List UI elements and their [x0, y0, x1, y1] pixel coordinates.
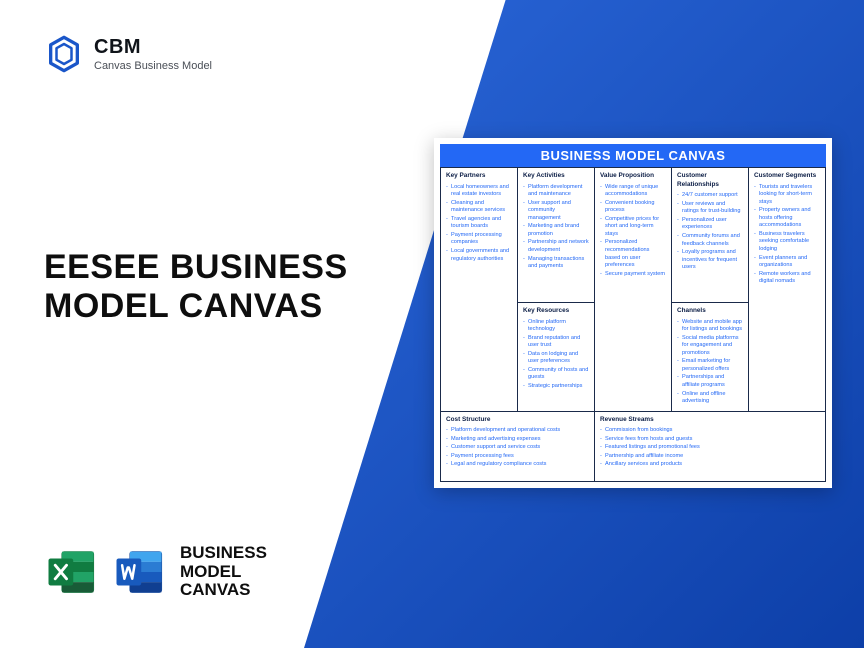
list-item: Website and mobile app for listings and … [677, 319, 743, 334]
list-item: Online and offline advertising [677, 391, 743, 406]
list-item: Customer support and service costs [446, 444, 589, 452]
list-item: Cleaning and maintenance services [446, 200, 512, 215]
list-item: Data on lodging and user preferences [523, 351, 589, 366]
cell-heading: Key Activities [523, 172, 589, 181]
list-item: Strategic partnerships [523, 383, 589, 391]
list-item: Managing transactions and payments [523, 256, 589, 271]
list-item: User reviews and ratings for trust-build… [677, 201, 743, 216]
list-item: User support and community management [523, 200, 589, 223]
excel-icon [44, 545, 98, 599]
cell-customer-relationships: Customer Relationships 24/7 customer sup… [672, 168, 749, 303]
list-item: Travel agencies and tourism boards [446, 216, 512, 231]
cell-value-proposition: Value Proposition Wide range of unique a… [595, 168, 672, 412]
list-item: Wide range of unique accommodations [600, 184, 666, 199]
logo-icon [44, 34, 84, 74]
cell-channels: Channels Website and mobile app for list… [672, 303, 749, 412]
cell-revenue-streams: Revenue Streams Commission from bookings… [595, 412, 826, 482]
cell-key-resources: Key Resources Online platform technology… [518, 303, 595, 412]
list-item: Local homeowners and real estate investo… [446, 184, 512, 199]
list-item: Service fees from hosts and guests [600, 436, 820, 444]
cell-heading: Customer Segments [754, 172, 820, 181]
list-item: Ancillary services and products [600, 461, 820, 469]
list-item: Remote workers and digital nomads [754, 271, 820, 286]
cell-heading: Cost Structure [446, 416, 589, 425]
list-item: Secure payment system [600, 271, 666, 279]
page-title: EESEE BUSINESS MODEL CANVAS [44, 248, 424, 326]
list-item: Platform development and operational cos… [446, 427, 589, 435]
brand-name: CBM [94, 36, 212, 59]
cell-heading: Revenue Streams [600, 416, 820, 425]
list-item: Payment processing companies [446, 232, 512, 247]
list-item: Community forums and feedback channels [677, 233, 743, 248]
list-item: Business travelers seeking comfortable l… [754, 231, 820, 254]
list-item: Marketing and brand promotion [523, 223, 589, 238]
cell-heading: Key Resources [523, 307, 589, 316]
cell-key-partners: Key Partners Local homeowners and real e… [441, 168, 518, 412]
cell-heading: Key Partners [446, 172, 512, 181]
canvas-preview: BUSINESS MODEL CANVAS Key Partners Local… [434, 138, 832, 488]
list-item: Loyalty programs and incentives for freq… [677, 249, 743, 272]
list-item: 24/7 customer support [677, 192, 743, 200]
list-item: Payment processing fees [446, 453, 589, 461]
list-item: Personalized recommendations based on us… [600, 239, 666, 269]
list-item: Convenient booking process [600, 200, 666, 215]
list-item: Featured listings and promotional fees [600, 444, 820, 452]
cell-key-activities: Key Activities Platform development and … [518, 168, 595, 303]
canvas-title: BUSINESS MODEL CANVAS [440, 144, 826, 167]
list-item: Property owners and hosts offering accom… [754, 207, 820, 230]
list-item: Commission from bookings [600, 427, 820, 435]
list-item: Partnership and network development [523, 239, 589, 254]
word-icon [112, 545, 166, 599]
list-item: Marketing and advertising expenses [446, 436, 589, 444]
list-item: Event planners and organizations [754, 255, 820, 270]
list-item: Email marketing for personalized offers [677, 358, 743, 373]
cell-customer-segments: Customer Segments Tourists and travelers… [749, 168, 826, 412]
cell-heading: Channels [677, 307, 743, 316]
canvas-grid: Key Partners Local homeowners and real e… [440, 167, 826, 482]
list-item: Local governments and regulatory authori… [446, 248, 512, 263]
list-item: Legal and regulatory compliance costs [446, 461, 589, 469]
list-item: Platform development and maintenance [523, 184, 589, 199]
list-item: Partnership and affiliate income [600, 453, 820, 461]
cell-cost-structure: Cost Structure Platform development and … [441, 412, 595, 482]
footer-apps: BUSINESSMODELCANVAS [44, 544, 267, 600]
list-item: Personalized user experiences [677, 217, 743, 232]
list-item: Social media platforms for engagement an… [677, 335, 743, 358]
cell-heading: Customer Relationships [677, 172, 743, 189]
list-item: Brand reputation and user trust [523, 335, 589, 350]
list-item: Community of hosts and guests [523, 367, 589, 382]
brand-logo: CBM Canvas Business Model [44, 34, 212, 74]
footer-label: BUSINESSMODELCANVAS [180, 544, 267, 600]
list-item: Tourists and travelers looking for short… [754, 184, 820, 207]
list-item: Online platform technology [523, 319, 589, 334]
cell-heading: Value Proposition [600, 172, 666, 181]
brand-tagline: Canvas Business Model [94, 60, 212, 72]
list-item: Partnerships and affiliate programs [677, 374, 743, 389]
list-item: Competitive prices for short and long-te… [600, 216, 666, 239]
